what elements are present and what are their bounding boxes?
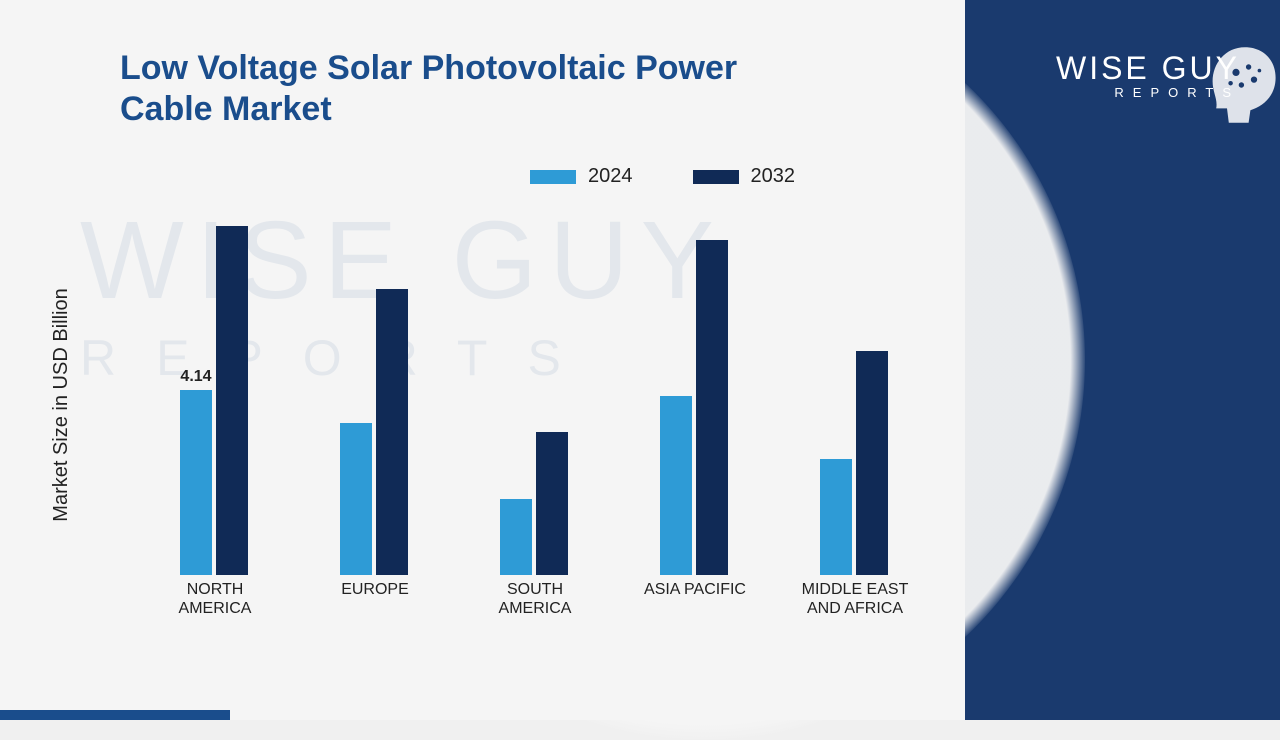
y-axis-label: Market Size in USD Billion (50, 288, 73, 521)
bar-value-label: 4.14 (180, 368, 211, 386)
bottom-accent-bar (0, 710, 230, 720)
x-axis-label: ASIA PACIFIC (640, 580, 750, 599)
bar-2032 (376, 289, 408, 575)
brand-logo: WISE GUY REPORTS (1056, 50, 1240, 100)
legend-swatch-2032 (693, 170, 739, 184)
bar-2032 (216, 226, 248, 575)
legend-label-2024: 2024 (588, 165, 633, 188)
legend-item-2024: 2024 (530, 165, 633, 188)
x-axis-label: MIDDLE EAST AND AFRICA (800, 580, 910, 618)
legend-label-2032: 2032 (751, 165, 796, 188)
bar-2032 (696, 240, 728, 575)
x-axis-label: NORTH AMERICA (160, 580, 270, 618)
bar-2024 (660, 396, 692, 575)
bar-2024 (500, 499, 532, 575)
legend-swatch-2024 (530, 170, 576, 184)
bar-2024: 4.14 (180, 390, 212, 575)
x-axis-label: EUROPE (320, 580, 430, 599)
bar-2032 (536, 432, 568, 575)
main-area: WISE GUY REPORTS Low Voltage Solar Photo… (0, 0, 965, 720)
chart-title: Low Voltage Solar Photovoltaic Power Cab… (120, 48, 740, 130)
legend-item-2032: 2032 (693, 165, 796, 188)
legend: 2024 2032 (530, 165, 795, 188)
bar-chart: Market Size in USD Billion 2024 2032 4.1… (60, 165, 930, 665)
head-icon (1200, 40, 1280, 130)
bar-2032 (856, 351, 888, 575)
bar-2024 (820, 459, 852, 575)
bar-2024 (340, 423, 372, 575)
plot-area: 4.14 (120, 195, 920, 575)
x-axis-label: SOUTH AMERICA (480, 580, 590, 618)
